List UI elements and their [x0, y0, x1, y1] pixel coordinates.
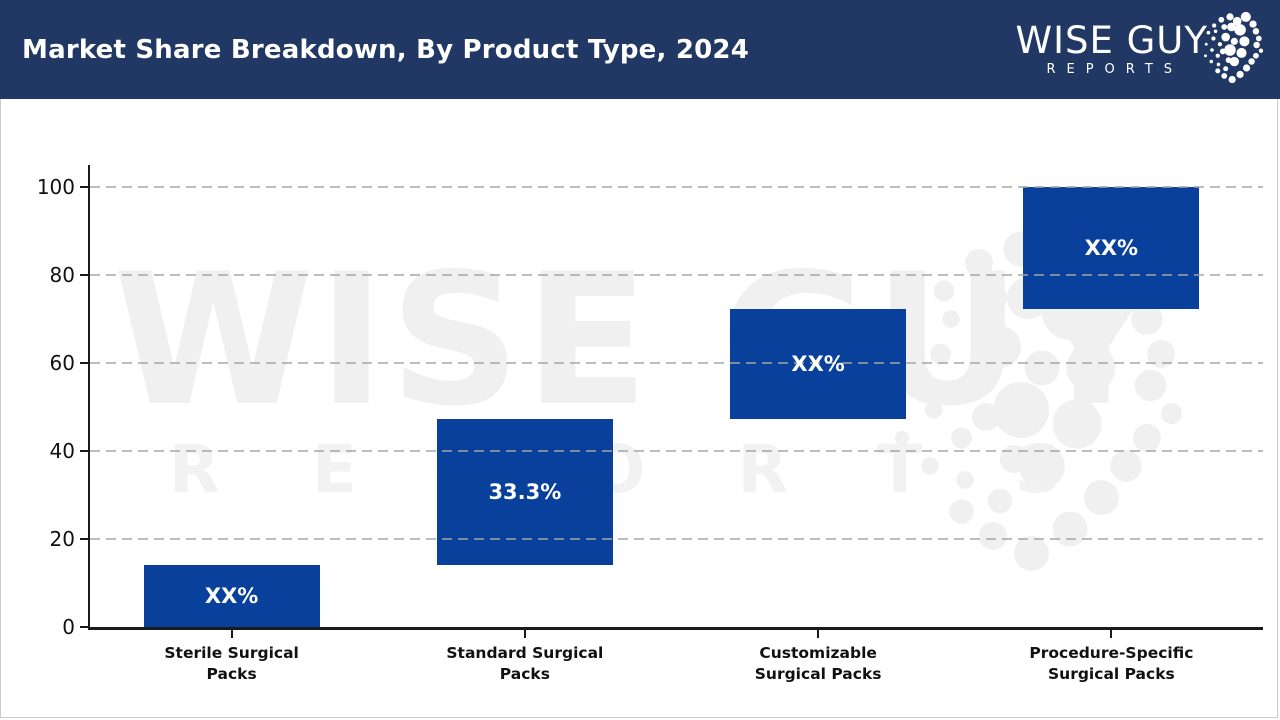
y-tick-label-0: 0	[62, 615, 75, 639]
gridline-80	[90, 274, 1263, 276]
x-tickmark	[817, 629, 820, 638]
gridline-60	[90, 362, 1263, 364]
gridline-20	[90, 538, 1263, 540]
x-category-label-line: Surgical Packs	[754, 665, 882, 683]
logo-face-icon	[1204, 11, 1264, 83]
y-tickmark-20	[80, 538, 89, 540]
logo-wordmark-main: WISE GUY	[1015, 19, 1208, 62]
chart-title: Market Share Breakdown, By Product Type,…	[22, 34, 749, 65]
y-tick-label-100: 100	[36, 175, 75, 199]
bar-segment	[436, 418, 613, 566]
bar-value-label: XX%	[204, 584, 259, 609]
x-category-label: Standard Surgical Packs	[375, 643, 675, 685]
y-tickmark-100	[80, 186, 89, 188]
x-category-label-line: Surgical Packs	[1048, 665, 1175, 683]
x-category-label-line: Procedure-Specific	[1029, 644, 1194, 662]
x-tickmark	[230, 629, 233, 638]
bar-value-label: XX%	[1084, 235, 1139, 260]
logo-wordmark-sub: REPORTS	[1046, 62, 1184, 77]
y-axis-spine	[88, 165, 90, 630]
logo-wordmark: WISE GUY REPORTS	[1016, 22, 1208, 77]
x-category-label-line: Customizable	[759, 644, 877, 662]
y-tick-label-20: 20	[49, 527, 75, 551]
watermark-subtext: REPORTS	[169, 431, 1154, 508]
x-category-label: Customizable Surgical Packs	[668, 643, 968, 685]
y-tickmark-60	[80, 362, 89, 364]
x-category-label: Procedure-Specific Surgical Packs	[961, 643, 1261, 685]
y-tick-label-80: 80	[49, 263, 75, 287]
y-tick-label-60: 60	[49, 351, 75, 375]
bar-value-label: XX%	[791, 351, 845, 376]
y-tick-label-40: 40	[49, 439, 75, 463]
bar-segment	[143, 565, 320, 627]
bar-value-label: 33.3%	[488, 480, 562, 505]
header: Market Share Breakdown, By Product Type,…	[0, 0, 1280, 99]
bar-segment	[1023, 187, 1200, 309]
gridline-100	[90, 186, 1263, 188]
gridline-40	[90, 450, 1263, 452]
y-tickmark-80	[80, 274, 89, 276]
x-axis-spine	[88, 627, 1263, 630]
x-category-label-line: Standard Surgical	[446, 644, 604, 662]
y-tickmark-40	[80, 450, 89, 452]
x-tickmark	[523, 629, 526, 638]
chart-area: WISE GUY REPORTS 0 20 40 60 80 100 XX% Sterile …	[0, 99, 1278, 718]
x-category-label-line: Packs	[206, 665, 257, 683]
x-category-label: Sterile Surgical Packs	[82, 643, 382, 685]
brand-logo: WISE GUY REPORTS	[1016, 7, 1266, 93]
x-category-label-line: Sterile Surgical	[164, 644, 299, 662]
y-tickmark-0	[80, 626, 89, 628]
x-tickmark	[1110, 629, 1113, 638]
x-category-label-line: Packs	[499, 665, 550, 683]
